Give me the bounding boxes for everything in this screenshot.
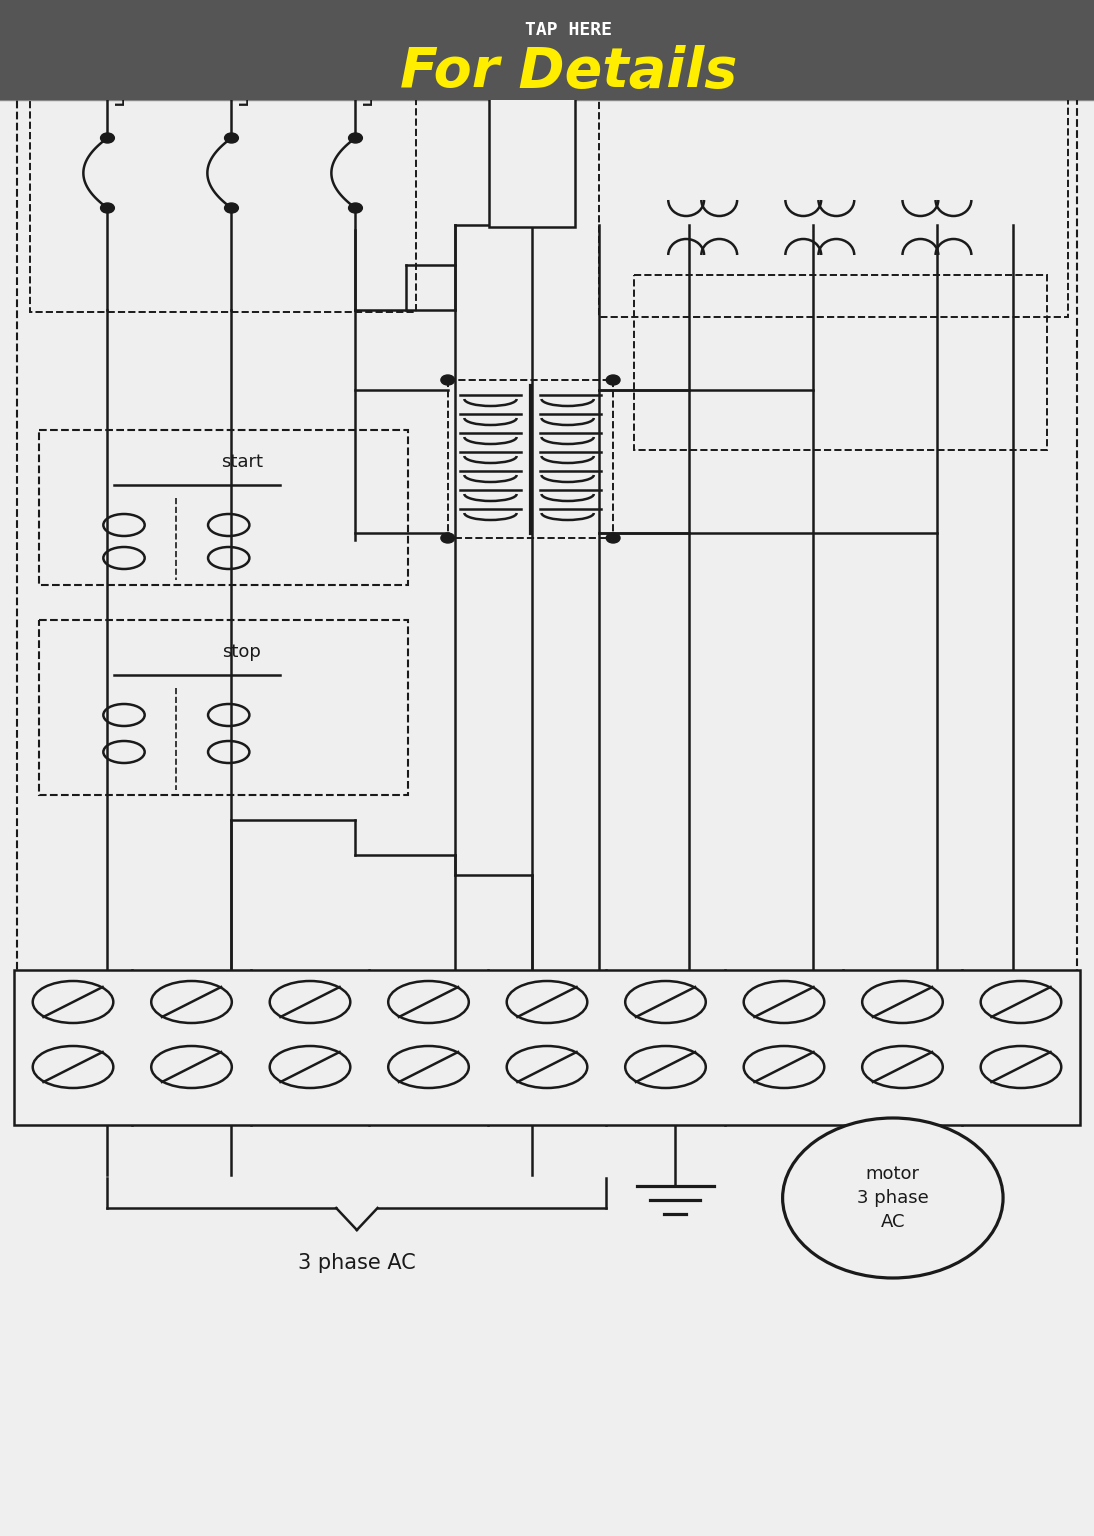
Circle shape (101, 134, 115, 143)
Text: 3 phase AC: 3 phase AC (298, 1253, 416, 1273)
Circle shape (101, 203, 115, 214)
Text: stop: stop (222, 644, 261, 660)
Text: start: start (221, 453, 263, 472)
Circle shape (606, 533, 620, 544)
Circle shape (224, 203, 238, 214)
Text: motor
3 phase
AC: motor 3 phase AC (857, 1166, 929, 1230)
Bar (38, 430, 408, 585)
Text: L3: L3 (362, 88, 375, 104)
Circle shape (441, 533, 455, 544)
Circle shape (441, 375, 455, 386)
Text: L1: L1 (115, 88, 127, 104)
Text: For Details: For Details (400, 45, 737, 98)
Circle shape (349, 203, 362, 214)
Bar (633, 275, 1047, 450)
Circle shape (224, 134, 238, 143)
Bar (600, 81, 1068, 316)
Circle shape (349, 134, 362, 143)
Circle shape (606, 375, 620, 386)
Bar (489, 81, 574, 227)
Circle shape (782, 1118, 1003, 1278)
Text: L2: L2 (238, 88, 252, 104)
Bar (38, 621, 408, 796)
Bar (14, 971, 1080, 1124)
Bar (0, 0, 1094, 100)
Bar (447, 379, 613, 538)
Bar (16, 75, 1078, 975)
Text: TAP HERE: TAP HERE (525, 22, 613, 38)
Bar (31, 81, 416, 312)
